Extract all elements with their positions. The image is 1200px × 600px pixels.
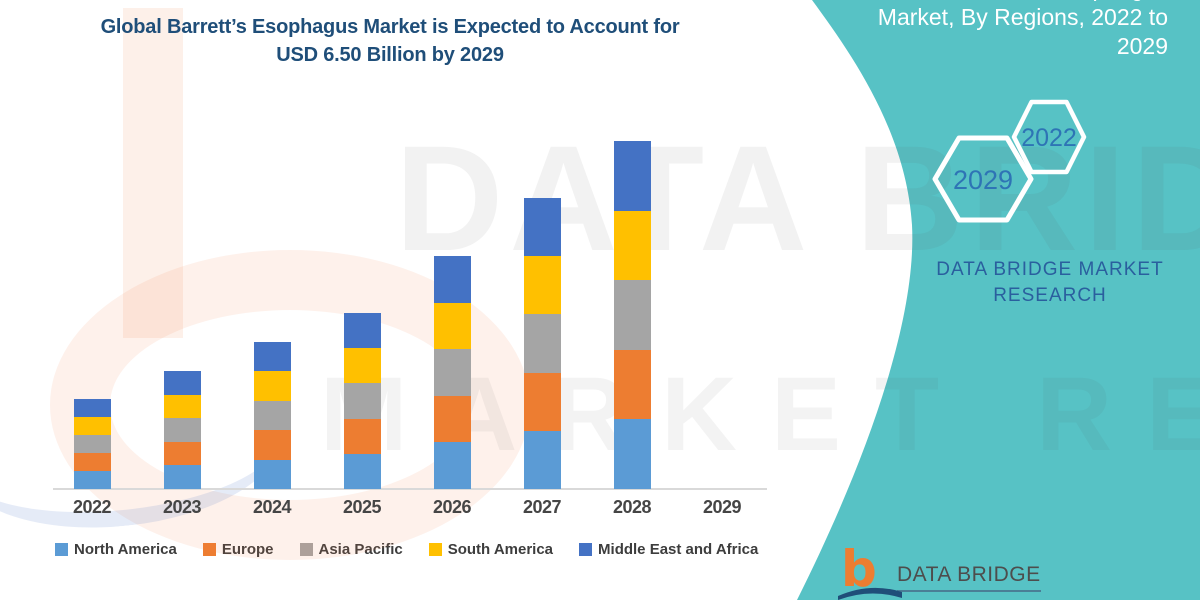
hexagon-2029-outline [932, 135, 1034, 223]
bar-segment-asia-pacific [73, 435, 111, 453]
bar-segment-asia-pacific [523, 314, 561, 373]
bar-2027 [523, 198, 561, 489]
bar-segment-north-america [343, 453, 381, 489]
bar-segment-europe [523, 372, 561, 431]
legend-item-north-america: North America [55, 541, 177, 558]
bar-segment-middle-east-and-africa [523, 198, 561, 257]
x-axis-label-2029: 2029 [702, 497, 742, 517]
bar-segment-south-america [613, 210, 651, 281]
bar-segment-europe [73, 453, 111, 471]
legend-label: North America [74, 541, 177, 558]
page-title-line2: USD 6.50 Billion by 2029 [276, 44, 504, 66]
x-axis-label-2028: 2028 [612, 497, 652, 517]
bar-segment-middle-east-and-africa [253, 342, 291, 372]
bar-segment-middle-east-and-africa [163, 371, 201, 395]
brand-text: DATA BRIDGE MARKET RESEARCH [920, 257, 1180, 309]
x-axis-label-2022: 2022 [72, 497, 112, 517]
teal-heading-line3: 2029 [1116, 33, 1168, 59]
footer-logo-b-icon: b [841, 540, 877, 598]
bar-segment-europe [253, 430, 291, 460]
bar-segment-europe [163, 441, 201, 466]
bar-2028 [613, 141, 651, 489]
bar-segment-middle-east-and-africa [343, 313, 381, 349]
legend-swatch-icon [55, 543, 68, 556]
legend-item-middle-east-and-africa: Middle East and Africa [579, 541, 758, 558]
bar-segment-north-america [433, 442, 471, 489]
legend-item-south-america: South America [428, 541, 554, 558]
hexagon-2022-outline [1011, 99, 1087, 175]
brand-text-line2: RESEARCH [993, 285, 1107, 306]
x-axis-label-2023: 2023 [162, 497, 202, 517]
bar-segment-south-america [73, 417, 111, 435]
teal-heading-line1-clipped: Global Barrett’s Esophagus [878, 0, 1168, 3]
bar-segment-north-america [523, 430, 561, 489]
bar-segment-asia-pacific [343, 383, 381, 419]
bar-segment-south-america [253, 371, 291, 401]
page-title: Global Barrett’s Esophagus Market is Exp… [60, 13, 720, 69]
bar-2024 [253, 342, 291, 489]
bar-segment-north-america [613, 419, 651, 489]
footer-logo-swoosh-icon [838, 587, 902, 600]
bar-segment-middle-east-and-africa [613, 141, 651, 211]
legend-swatch-icon [579, 543, 593, 556]
bar-segment-middle-east-and-africa [433, 256, 471, 303]
bar-segment-europe [433, 395, 471, 443]
x-axis-label-2024: 2024 [252, 497, 292, 517]
footer-brand-tagline-clipped: MARKET RESEARCH [897, 597, 1072, 600]
bar-segment-europe [613, 349, 651, 420]
x-axis-line [53, 488, 767, 490]
bar-segment-south-america [523, 256, 561, 315]
bar-2023 [163, 371, 201, 489]
bar-segment-middle-east-and-africa [73, 399, 111, 417]
x-axis-label-2026: 2026 [432, 497, 472, 517]
x-axis-label-2027: 2027 [522, 497, 562, 517]
teal-panel-heading: Global Barrett’s Esophagus Market, By Re… [878, 0, 1168, 61]
hexagon-2022-label: 2022 [1021, 124, 1077, 152]
bar-segment-asia-pacific [253, 400, 291, 431]
bar-2026 [433, 256, 471, 489]
bar-segment-asia-pacific [613, 280, 651, 350]
bar-segment-north-america [253, 459, 291, 489]
teal-path [797, 0, 1200, 600]
legend-label: Middle East and Africa [598, 541, 759, 558]
footer-brand-name: DATA BRIDGE [897, 563, 1041, 592]
legend-label: South America [447, 541, 554, 558]
bar-2022 [73, 399, 111, 489]
x-axis-label-2025: 2025 [342, 497, 382, 517]
bar-segment-south-america [433, 302, 471, 350]
bar-segment-asia-pacific [433, 349, 471, 396]
legend-swatch-icon [428, 543, 442, 556]
bar-segment-asia-pacific [163, 418, 201, 442]
brand-text-line1: DATA BRIDGE MARKET [936, 259, 1164, 280]
bar-segment-europe [343, 418, 381, 454]
bar-segment-south-america [343, 348, 381, 384]
bar-2025 [343, 313, 381, 489]
bar-segment-north-america [73, 471, 111, 489]
teal-heading-line2: Market, By Regions, 2022 to [877, 4, 1168, 30]
page-title-line1: Global Barrett’s Esophagus Market is Exp… [100, 16, 680, 38]
bar-segment-north-america [163, 465, 201, 489]
bar-segment-south-america [163, 394, 201, 419]
hexagon-2029-label: 2029 [953, 165, 1013, 195]
